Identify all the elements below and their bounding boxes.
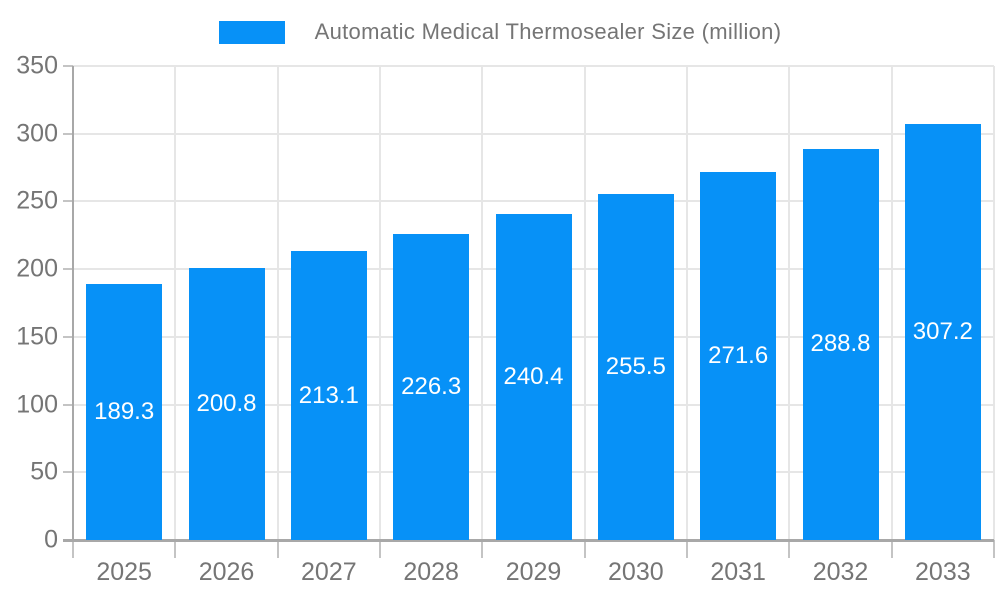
x-axis-tick (583, 540, 586, 558)
y-axis-tick (63, 335, 73, 338)
gridline-vertical (481, 66, 484, 540)
y-axis-label: 0 (44, 525, 58, 554)
bar-value-label: 213.1 (298, 381, 359, 409)
x-axis-label: 2027 (301, 558, 357, 586)
bar-value-label: 200.8 (196, 390, 257, 418)
bar-value-label: 240.4 (503, 363, 564, 391)
legend-swatch-icon (218, 20, 285, 44)
y-axis-label: 250 (16, 186, 58, 215)
legend-label: Automatic Medical Thermosealer Size (mil… (314, 19, 782, 44)
x-axis-label: 2032 (812, 558, 869, 586)
gridline-vertical (686, 66, 688, 540)
x-axis-tick (276, 540, 279, 558)
bar-2025 (86, 283, 163, 540)
bar-value-label: 255.5 (605, 352, 666, 380)
y-axis-label: 350 (16, 51, 58, 80)
x-axis-tick (890, 540, 893, 558)
bar-value-label: 189.3 (94, 397, 155, 425)
x-axis-label: 2033 (915, 558, 971, 586)
x-axis-label: 2030 (608, 558, 664, 586)
gridline-vertical (379, 66, 381, 540)
bar-2027 (290, 251, 367, 540)
y-axis-label: 100 (16, 390, 58, 419)
y-axis-label: 300 (16, 119, 58, 148)
x-axis-tick (379, 540, 381, 558)
legend-item[interactable]: Automatic Medical Thermosealer Size (mil… (218, 19, 782, 45)
chart-legend: Automatic Medical Thermosealer Size (mil… (0, 19, 1000, 45)
bar-2032 (802, 148, 879, 540)
gridline-horizontal (73, 65, 994, 67)
y-axis-label: 200 (16, 254, 58, 283)
bar-2029 (495, 214, 572, 540)
x-axis-label: 2026 (198, 558, 255, 586)
gridline-vertical (276, 66, 279, 540)
bar-value-label: 307.2 (912, 317, 973, 345)
bar-2026 (188, 268, 265, 540)
x-axis-line (63, 539, 994, 542)
x-axis-tick (686, 540, 688, 558)
x-axis-tick (788, 540, 791, 558)
y-axis-label: 150 (16, 322, 58, 351)
y-axis-label: 50 (30, 457, 58, 486)
gridline-vertical (174, 66, 177, 540)
y-axis-tick (63, 403, 73, 406)
x-axis-tick (481, 540, 484, 558)
y-axis-tick (63, 200, 73, 203)
bar-value-label: 288.8 (810, 330, 871, 358)
bar-2028 (393, 233, 470, 540)
gridline-horizontal (73, 200, 994, 203)
bar-2033 (904, 123, 981, 540)
gridline-vertical (788, 66, 791, 540)
x-axis-tick (174, 540, 177, 558)
x-axis-label: 2031 (710, 558, 766, 586)
x-axis-label: 2028 (403, 558, 459, 586)
x-axis-label: 2029 (505, 558, 562, 586)
y-axis-tick (63, 132, 73, 135)
bar-value-label: 226.3 (401, 372, 462, 400)
y-axis-line (72, 66, 74, 540)
x-axis-tick (993, 540, 995, 558)
gridline-vertical (583, 66, 586, 540)
bar-2031 (700, 172, 777, 540)
bar-value-label: 271.6 (708, 342, 769, 370)
x-axis-label: 2025 (96, 558, 152, 586)
gridline-horizontal (73, 132, 994, 135)
y-axis-tick (63, 471, 73, 474)
y-axis-tick (63, 65, 73, 67)
x-axis-tick (72, 540, 74, 558)
bar-2030 (597, 193, 674, 540)
gridline-vertical (890, 66, 893, 540)
y-axis-tick (63, 268, 73, 271)
gridline-vertical (993, 66, 995, 540)
